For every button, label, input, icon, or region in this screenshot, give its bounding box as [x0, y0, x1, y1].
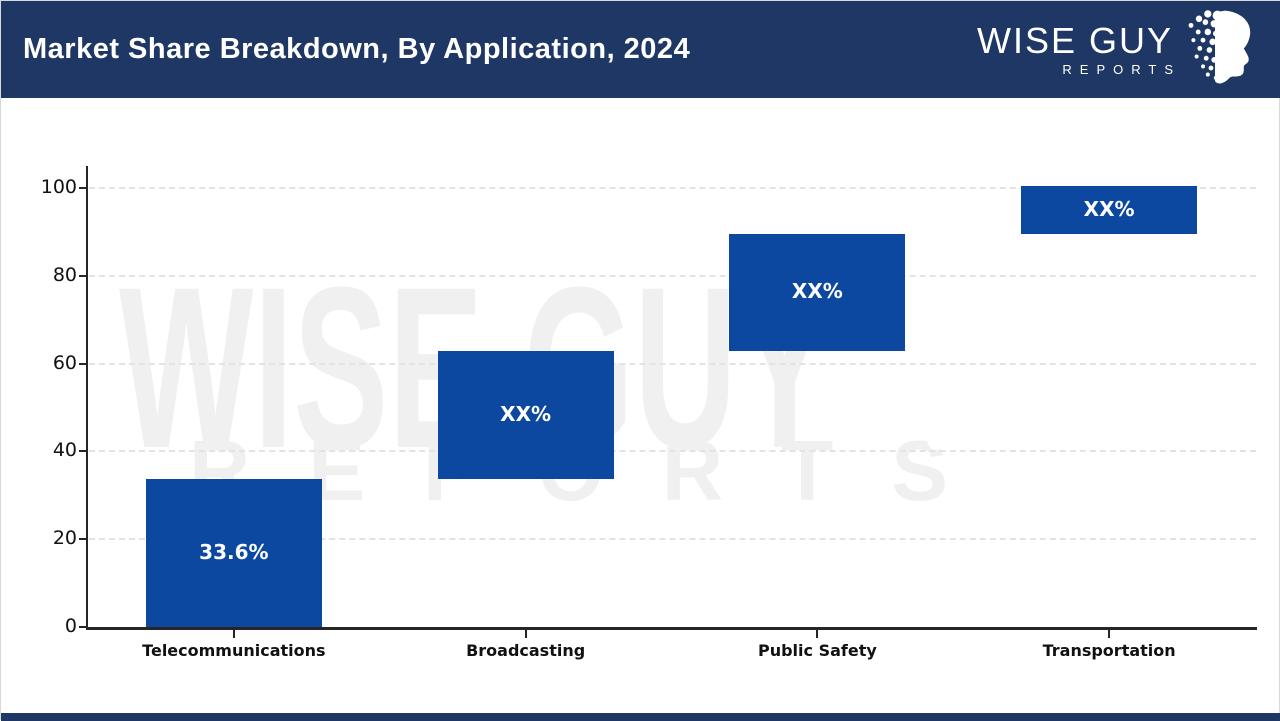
footer-bar — [1, 713, 1280, 721]
y-axis-tick-label: 100 — [40, 176, 77, 198]
header: Market Share Breakdown, By Application, … — [1, 1, 1280, 98]
bar-value-label: 33.6% — [199, 540, 269, 565]
logo-wordmark: WISE GUY — [976, 19, 1173, 61]
category-label: Transportation — [1042, 641, 1176, 660]
y-axis-tick — [79, 450, 87, 453]
waterfall-bar-2 — [437, 351, 614, 480]
bar-value-label: XX% — [500, 402, 552, 427]
x-axis-line — [86, 627, 1257, 630]
category-label: Broadcasting — [466, 641, 586, 660]
y-axis-tick — [79, 626, 87, 628]
waterfall-bar-3 — [729, 234, 906, 351]
waterfall-bar-4 — [1021, 186, 1198, 235]
category-label: Public Safety — [757, 641, 877, 660]
page-title: Market Share Breakdown, By Application, … — [23, 33, 691, 65]
y-axis-tick-label: 40 — [52, 439, 77, 462]
y-axis-line — [86, 166, 88, 630]
y-axis-tick-label: 20 — [52, 527, 77, 550]
gridline-y60 — [89, 362, 1256, 365]
y-axis-tick-label: 0 — [64, 615, 77, 637]
category-label: Telecommunications — [142, 641, 326, 660]
x-axis-tick — [816, 630, 819, 638]
x-axis-tick — [232, 630, 235, 638]
y-axis-tick-label: 60 — [52, 351, 77, 374]
y-axis-tick — [79, 274, 87, 277]
gridline-y80 — [89, 274, 1256, 277]
y-axis-tick — [79, 362, 87, 365]
bar-value-label: XX% — [1083, 197, 1135, 222]
y-axis-tick — [79, 538, 87, 541]
logo-face-icon — [1188, 9, 1251, 83]
x-axis-tick — [524, 630, 527, 638]
x-axis-tick — [1108, 630, 1111, 638]
logo-subtitle: REPORTS — [1062, 61, 1181, 77]
gridline-y20 — [89, 538, 1256, 541]
gridline-y100 — [89, 187, 1256, 189]
y-axis-tick — [79, 187, 87, 189]
logo-text: WISE GUY REPORTS — [976, 19, 1173, 77]
bar-value-label: XX% — [791, 279, 843, 304]
waterfall-bar-1 — [145, 479, 322, 627]
y-axis-tick-label: 80 — [52, 263, 77, 286]
gridline-y40 — [89, 450, 1256, 453]
wiseguy-logo: WISE GUY REPORTS — [977, 9, 1259, 91]
